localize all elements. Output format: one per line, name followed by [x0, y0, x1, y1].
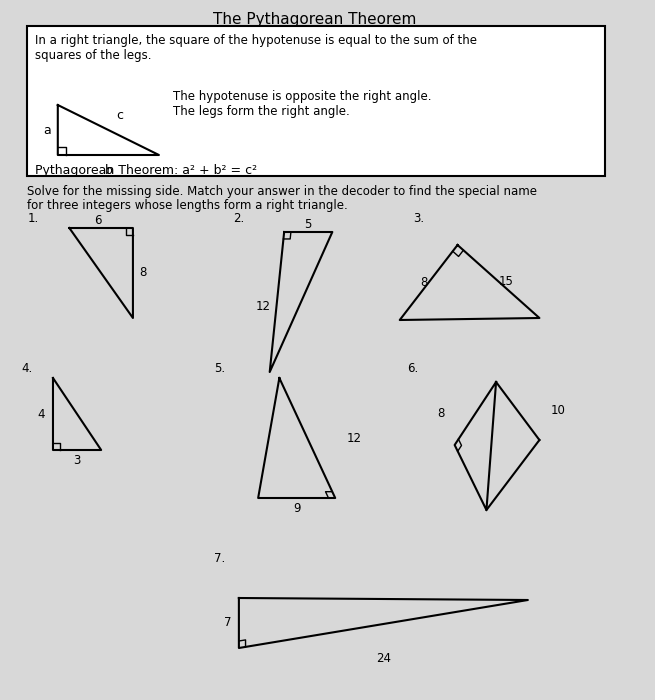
- Text: Pythagorean Theorem: a² + b² = c²: Pythagorean Theorem: a² + b² = c²: [35, 164, 257, 177]
- Text: 8: 8: [139, 267, 146, 279]
- Text: 3.: 3.: [413, 211, 424, 225]
- Text: The hypotenuse is opposite the right angle.: The hypotenuse is opposite the right ang…: [174, 90, 432, 103]
- Text: 5.: 5.: [214, 361, 225, 374]
- Text: c: c: [116, 109, 123, 122]
- Text: Solve for the missing side. Match your answer in the decoder to find the special: Solve for the missing side. Match your a…: [27, 185, 537, 198]
- Text: The legs form the right angle.: The legs form the right angle.: [174, 105, 350, 118]
- Text: b: b: [104, 164, 112, 177]
- Text: In a right triangle, the square of the hypotenuse is equal to the sum of the: In a right triangle, the square of the h…: [35, 34, 477, 47]
- Text: for three integers whose lengths form a right triangle.: for three integers whose lengths form a …: [27, 199, 348, 212]
- Text: a: a: [43, 123, 51, 136]
- Text: 24: 24: [376, 652, 391, 664]
- Text: 15: 15: [498, 275, 513, 288]
- Text: 6.: 6.: [407, 361, 418, 374]
- Text: The Pythagorean Theorem: The Pythagorean Theorem: [214, 12, 417, 27]
- Text: 7: 7: [223, 617, 231, 629]
- Text: 4: 4: [38, 407, 45, 421]
- Text: 12: 12: [346, 431, 362, 444]
- Text: 7.: 7.: [214, 552, 225, 564]
- Text: squares of the legs.: squares of the legs.: [35, 49, 151, 62]
- Text: 1.: 1.: [28, 211, 39, 225]
- Text: 8: 8: [438, 407, 445, 420]
- Text: 8: 8: [420, 276, 428, 289]
- Text: 5: 5: [305, 218, 312, 230]
- Text: 10: 10: [551, 405, 566, 417]
- Text: 6: 6: [94, 214, 102, 227]
- Text: 9: 9: [293, 501, 301, 514]
- Text: 2.: 2.: [233, 211, 244, 225]
- Text: 4.: 4.: [22, 361, 33, 374]
- Text: 3: 3: [73, 454, 81, 466]
- Text: 12: 12: [255, 300, 271, 314]
- Bar: [27, 26, 605, 176]
